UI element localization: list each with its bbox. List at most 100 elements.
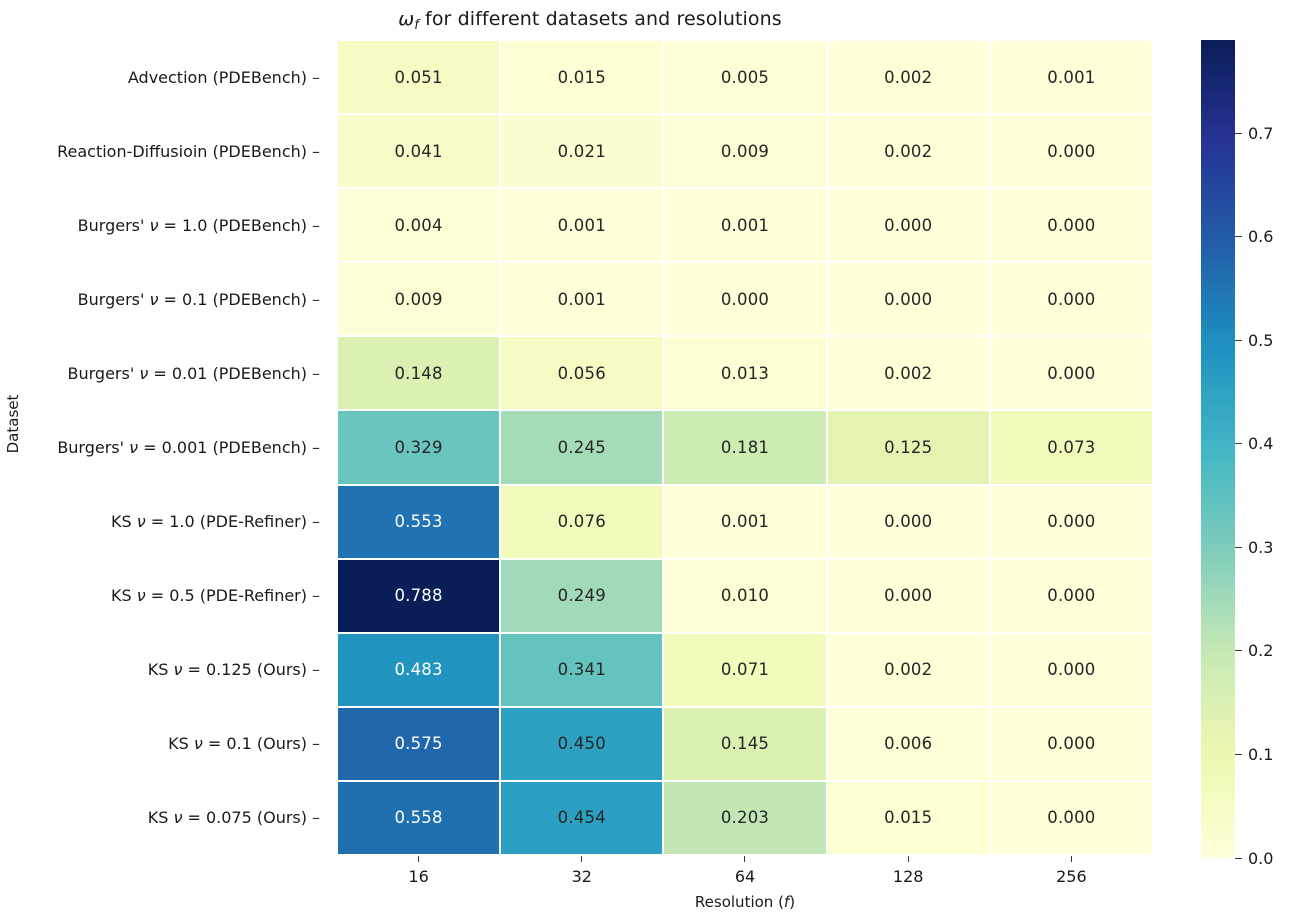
heatmap-cell-value: 0.071 <box>720 660 770 680</box>
heatmap-cell: 0.056 <box>500 336 664 411</box>
heatmap-cell: 0.000 <box>989 188 1153 263</box>
heatmap-cell-value: 0.004 <box>394 215 443 235</box>
colorbar-tick-mark <box>1235 753 1242 755</box>
heatmap-cell: 0.788 <box>337 558 501 633</box>
heatmap-cell: 0.002 <box>826 114 990 189</box>
heatmap-cell-value: 0.788 <box>394 586 443 606</box>
y-tick-label-text: KS ν = 0.1 (Ours) <box>168 734 307 754</box>
heatmap-cell: 0.000 <box>826 188 990 263</box>
heatmap-cell: 0.005 <box>663 40 827 115</box>
y-tick-label-text: Burgers' ν = 1.0 (PDEBench) <box>77 215 307 235</box>
heatmap-cell: 0.013 <box>663 336 827 411</box>
heatmap-cell: 0.483 <box>337 632 501 707</box>
heatmap-cell-value: 0.000 <box>1047 512 1096 532</box>
heatmap-cell-value: 0.051 <box>394 67 443 87</box>
heatmap-cell: 0.145 <box>663 706 827 781</box>
heatmap-cell: 0.341 <box>500 632 664 707</box>
y-tick-mark: – <box>312 512 320 532</box>
y-tick-mark: – <box>312 734 320 754</box>
heatmap-cell-value: 0.483 <box>394 660 443 680</box>
heatmap-cell-value: 0.005 <box>720 67 770 87</box>
heatmap-cell: 0.450 <box>500 706 664 781</box>
y-tick-mark: – <box>312 289 320 309</box>
heatmap-cell: 0.004 <box>337 188 501 263</box>
title-rest: for different datasets and resolutions <box>418 8 782 30</box>
heatmap-cell-value: 0.000 <box>1047 734 1096 754</box>
y-tick-label: Burgers' ν = 0.01 (PDEBench) – <box>0 336 329 410</box>
x-tick-mark <box>418 856 420 862</box>
x-tick-mark <box>581 856 583 862</box>
colorbar-tick-mark <box>1235 339 1242 341</box>
heatmap-cell-value: 0.125 <box>884 437 933 457</box>
heatmap-cell-value: 0.001 <box>720 512 770 532</box>
heatmap-cell: 0.000 <box>663 262 827 337</box>
heatmap-cell: 0.329 <box>337 410 501 485</box>
chart-title: ωf for different datasets and resolution… <box>0 8 1180 33</box>
heatmap-cell-value: 0.000 <box>1047 586 1096 606</box>
heatmap-cell-value: 0.203 <box>720 808 770 828</box>
y-tick-label-text: Reaction-Diffusioin (PDEBench) <box>57 141 307 161</box>
y-tick-label: KS ν = 0.1 (Ours) – <box>0 707 329 781</box>
colorbar-tick-label-text: 0.0 <box>1248 848 1274 868</box>
heatmap-cell: 0.021 <box>500 114 664 189</box>
x-tick-mark <box>907 856 909 862</box>
x-tick: 256 <box>990 856 1153 888</box>
heatmap-cell-value: 0.145 <box>720 734 770 754</box>
x-tick: 32 <box>500 856 663 888</box>
heatmap-cell-value: 0.001 <box>557 289 606 309</box>
heatmap-cell: 0.002 <box>826 40 990 115</box>
heatmap-cell-value: 0.341 <box>557 660 606 680</box>
y-tick-mark: – <box>312 141 320 161</box>
heatmap-cell-value: 0.076 <box>557 512 606 532</box>
heatmap-cell-value: 0.000 <box>1047 808 1096 828</box>
x-tick: 64 <box>663 856 826 888</box>
heatmap-cell: 0.000 <box>989 706 1153 781</box>
heatmap-cell-value: 0.002 <box>884 67 933 87</box>
y-tick-label-text: Burgers' ν = 0.1 (PDEBench) <box>77 289 307 309</box>
y-tick-label-text: KS ν = 0.075 (Ours) <box>147 808 307 828</box>
y-tick-label-text: KS ν = 0.5 (PDE-Refiner) <box>111 586 307 606</box>
heatmap-cell-value: 0.000 <box>884 215 933 235</box>
heatmap-cell-value: 0.000 <box>1047 363 1096 383</box>
heatmap-cell: 0.009 <box>663 114 827 189</box>
x-tick-label-text: 256 <box>1056 867 1087 886</box>
colorbar-tick-labels: 0.0 0.1 0.2 0.3 0.4 0.5 0.6 0.7 <box>1235 40 1295 868</box>
heatmap-cell-value: 0.000 <box>1047 660 1096 680</box>
y-tick-mark: – <box>312 215 320 235</box>
x-tick-label-text: 32 <box>571 867 592 886</box>
x-tick-mark <box>744 856 746 862</box>
heatmap-cell-value: 0.575 <box>394 734 443 754</box>
x-axis-label-symbol: f <box>783 893 790 911</box>
heatmap-cell: 0.006 <box>826 706 990 781</box>
heatmap-cell-value: 0.000 <box>1047 289 1096 309</box>
heatmap-cell: 0.001 <box>663 484 827 559</box>
y-tick-label: Burgers' ν = 0.001 (PDEBench) – <box>0 410 329 484</box>
y-tick-label: KS ν = 0.5 (PDE-Refiner) – <box>0 559 329 633</box>
heatmap-cell-value: 0.002 <box>884 141 933 161</box>
heatmap-cell: 0.001 <box>500 262 664 337</box>
heatmap-cell: 0.000 <box>989 484 1153 559</box>
title-symbol-subscript: f <box>414 18 419 33</box>
heatmap-cell: 0.002 <box>826 632 990 707</box>
heatmap-cell: 0.558 <box>337 780 501 855</box>
colorbar-tick-mark <box>1235 443 1242 445</box>
heatmap-cell-value: 0.000 <box>884 512 933 532</box>
heatmap-cell-value: 0.001 <box>1047 67 1096 87</box>
y-tick-label: Reaction-Diffusioin (PDEBench) – <box>0 114 329 188</box>
heatmap-grid: 0.051 0.015 0.005 0.002 0.001 0.041 0.021 0.009… <box>337 40 1153 855</box>
heatmap-cell-value: 0.009 <box>394 289 443 309</box>
y-tick-mark: – <box>312 586 320 606</box>
colorbar-tick-mark <box>1235 132 1242 134</box>
heatmap-cell: 0.249 <box>500 558 664 633</box>
heatmap-cell-value: 0.181 <box>720 437 770 457</box>
y-tick-mark: – <box>312 67 320 87</box>
colorbar-tick-label-text: 0.6 <box>1248 227 1274 247</box>
y-tick-label: KS ν = 1.0 (PDE-Refiner) – <box>0 485 329 559</box>
heatmap-cell-value: 0.013 <box>720 363 770 383</box>
heatmap-cell: 0.000 <box>989 336 1153 411</box>
colorbar-tick-label-text: 0.3 <box>1248 537 1274 557</box>
x-tick-mark <box>1070 856 1072 862</box>
heatmap-cell-value: 0.000 <box>884 586 933 606</box>
colorbar-tick-label-text: 0.1 <box>1248 744 1274 764</box>
